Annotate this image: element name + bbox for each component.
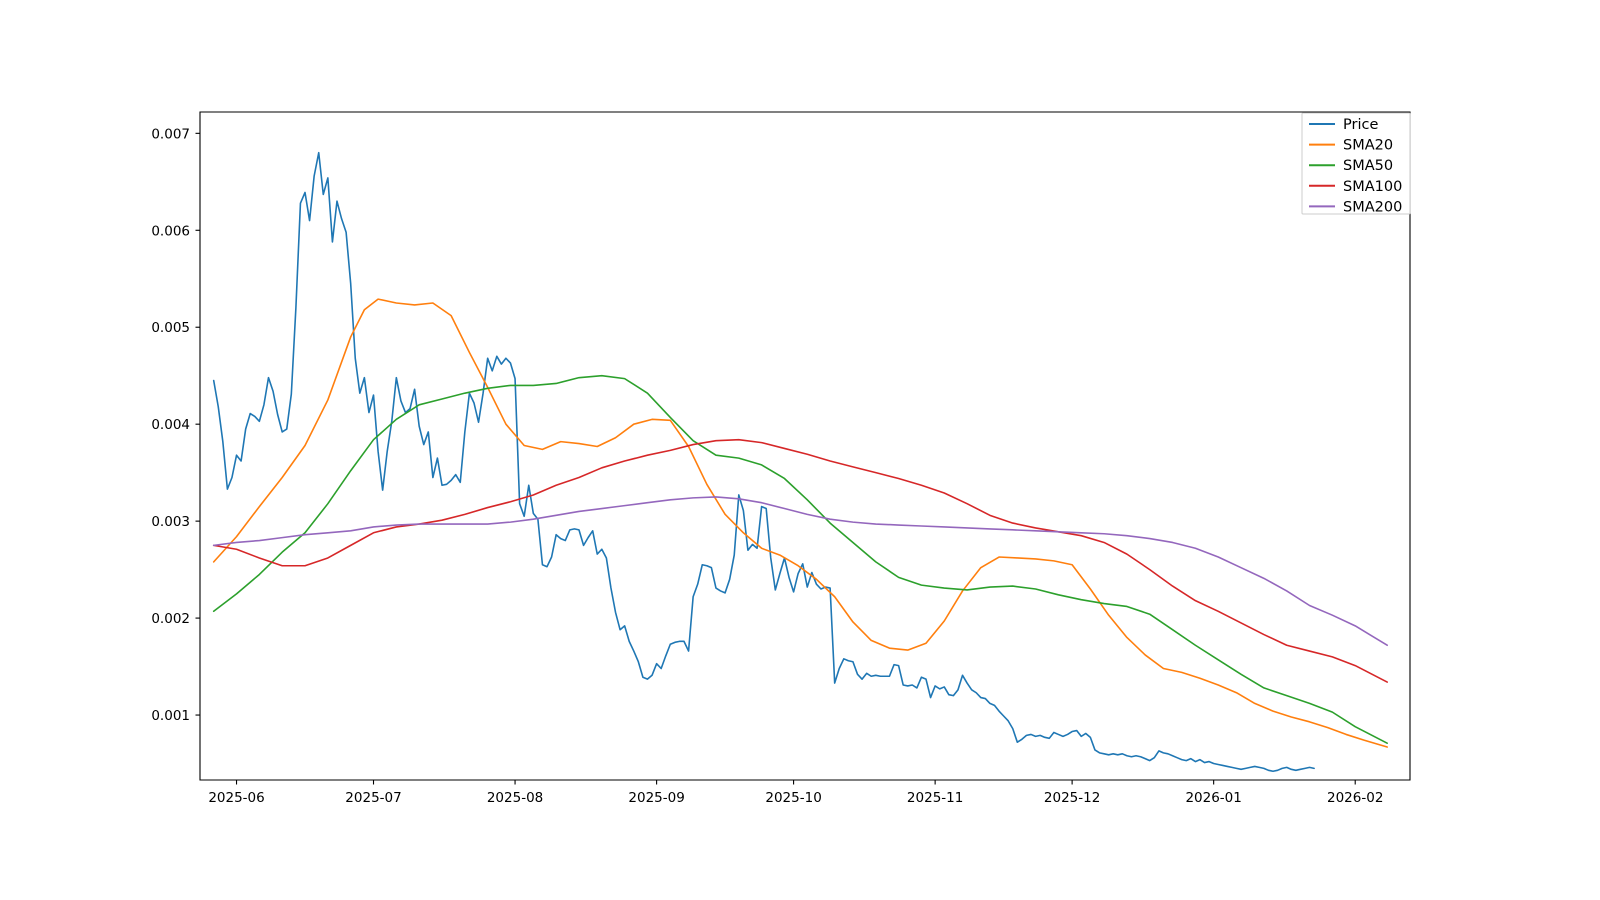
x-tick-label: 2025-08	[487, 790, 543, 806]
series-line-sma100	[212, 438, 1388, 683]
series-line-sma50	[212, 374, 1388, 744]
series-line-price	[212, 151, 1315, 773]
legend-label-sma200[interactable]: SMA200	[1343, 199, 1402, 215]
x-tick-label: 2025-10	[765, 790, 821, 806]
y-tick-label: 0.004	[151, 417, 190, 433]
legend-label-sma20[interactable]: SMA20	[1343, 138, 1393, 154]
y-tick-label: 0.007	[151, 126, 190, 142]
y-tick-label: 0.002	[151, 611, 190, 627]
data-series-group	[212, 151, 1388, 773]
legend-box	[1301, 112, 1411, 215]
chart-legend[interactable]: Price SMA20 SMA50 SMA100 SMA200	[1301, 112, 1411, 215]
y-tick-label: 0.003	[151, 514, 190, 530]
axes-frame	[199, 111, 1411, 781]
x-tick-label: 2025-12	[1044, 790, 1100, 806]
legend-label-sma50[interactable]: SMA50	[1343, 158, 1393, 174]
x-tick-label: 2026-02	[1327, 790, 1383, 806]
y-tick-label: 0.005	[151, 320, 190, 336]
x-tick-label: 2025-07	[345, 790, 401, 806]
x-tick-label: 2025-09	[628, 790, 684, 806]
y-tick-label: 0.006	[151, 223, 190, 239]
x-tick-label: 2025-11	[907, 790, 963, 806]
x-axis-ticks: 2025-06 2025-07 2025-08 2025-09 2025-10 2025-…	[208, 780, 1383, 806]
series-line-sma200	[212, 496, 1388, 647]
x-tick-label: 2026-01	[1185, 790, 1241, 806]
y-axis-ticks: 0.001 0.002 0.003 0.004 0.005 0.006 0.007	[151, 126, 200, 724]
x-tick-label: 2025-06	[208, 790, 264, 806]
legend-label-price[interactable]: Price	[1343, 117, 1378, 133]
series-line-sma20	[212, 298, 1388, 748]
y-tick-label: 0.001	[151, 708, 190, 724]
legend-label-sma100[interactable]: SMA100	[1343, 179, 1402, 195]
